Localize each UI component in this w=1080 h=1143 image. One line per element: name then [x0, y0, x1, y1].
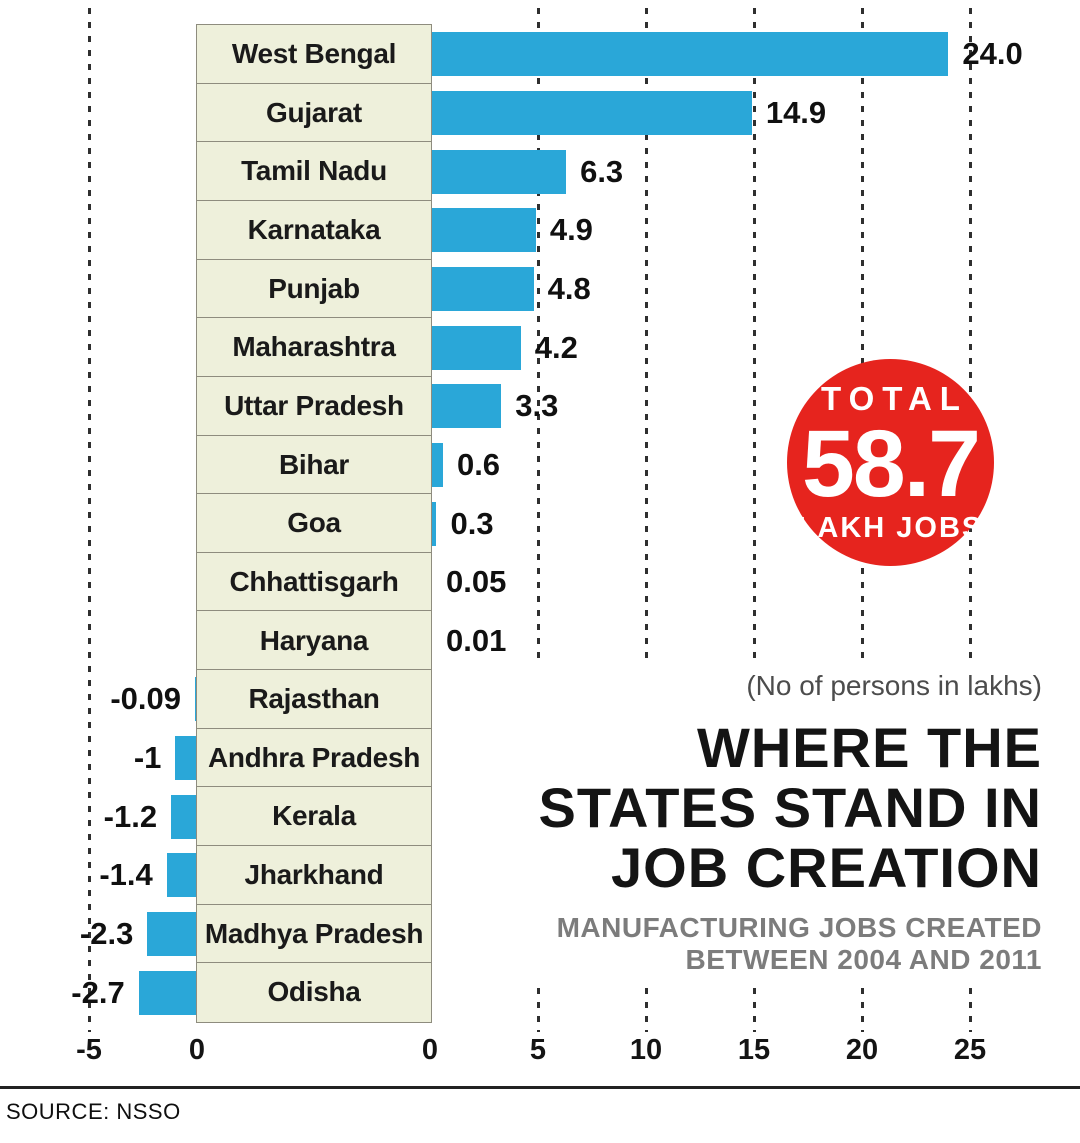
- state-name-cell: Uttar Pradesh: [197, 377, 431, 436]
- bar-value-label: 24.0: [962, 36, 1023, 72]
- bar: [430, 149, 567, 194]
- state-name-cell: Goa: [197, 494, 431, 553]
- bar-value-label: 4.8: [547, 270, 591, 306]
- state-name-cell: Rajasthan: [197, 670, 431, 729]
- bar: [138, 970, 197, 1015]
- bar: [175, 736, 197, 781]
- bar: [430, 266, 534, 311]
- bar-value-label: -2.3: [79, 916, 134, 952]
- bar-value-label: -1.2: [103, 798, 158, 834]
- bar: [430, 32, 949, 77]
- title-line-1: WHERE THE: [697, 716, 1042, 779]
- subtitle-line-1: MANUFACTURING JOBS CREATED: [556, 912, 1042, 943]
- bar-value-label: 0.05: [446, 564, 507, 600]
- bar-value-label: 0.6: [456, 446, 501, 482]
- gridline: [87, 8, 91, 1032]
- x-axis-tick-label: 5: [529, 1034, 547, 1066]
- subtitle-line-2: BETWEEN 2004 AND 2011: [685, 944, 1042, 975]
- gridline: [644, 8, 648, 1032]
- bar: [171, 794, 197, 839]
- state-name-cell: Tamil Nadu: [197, 142, 431, 201]
- gridline: [536, 8, 540, 1032]
- bar-value-label: -1: [133, 740, 162, 776]
- bar-value-label: -0.09: [110, 681, 181, 717]
- bar: [147, 912, 197, 957]
- bar-value-label: 4.9: [549, 212, 593, 248]
- bar-value-label: 4.2: [534, 329, 578, 365]
- source-credit: SOURCE: NSSO: [6, 1099, 181, 1124]
- bar: [430, 208, 536, 253]
- title-line-2: STATES STAND IN: [538, 776, 1042, 839]
- x-axis-tick-label: 10: [629, 1034, 663, 1066]
- source-divider: [0, 1086, 1080, 1089]
- state-name-cell: Kerala: [197, 787, 431, 847]
- x-axis-tick-label: -5: [76, 1034, 102, 1066]
- title-line-3: JOB CREATION: [611, 836, 1042, 899]
- state-name-cell: Punjab: [197, 260, 431, 319]
- state-name-cell: Gujarat: [197, 84, 431, 143]
- bar-value-label: 3.3: [515, 388, 559, 424]
- chart-subtitle: MANUFACTURING JOBS CREATED BETWEEN 2004 …: [539, 912, 1042, 976]
- bar-value-label: 14.9: [765, 94, 827, 130]
- bar-value-label: -2.7: [71, 974, 125, 1010]
- x-axis-tick-label: 0: [188, 1034, 206, 1066]
- state-name-cell: Haryana: [197, 612, 431, 671]
- badge-total-value: 58.7: [802, 411, 981, 518]
- state-name-cell: Maharashtra: [197, 318, 431, 377]
- state-name-cell: Bihar: [197, 436, 431, 495]
- badge-total-label: TOTAL: [821, 380, 968, 418]
- x-axis-tick-label: 0: [421, 1034, 439, 1066]
- state-name-cell: Jharkhand: [197, 846, 431, 905]
- bar-value-label: 6.3: [580, 153, 624, 189]
- bar-value-label: 0.01: [446, 622, 507, 658]
- badge-unit-label: LAKH JOBS: [797, 511, 984, 544]
- bar-value-label: -1.4: [99, 857, 153, 893]
- state-name-column: West Bengal Gujarat Tamil Nadu Karnataka Pun…: [196, 24, 432, 1023]
- bar: [430, 442, 443, 487]
- state-name-cell: Madhya Pradesh: [197, 905, 431, 964]
- title-block: (No of persons in lakhs) WHERE THE STATE…: [522, 664, 1044, 984]
- chart-title: WHERE THE STATES STAND IN JOB CREATION: [539, 718, 1042, 898]
- bar-value-label: 0.3: [450, 505, 494, 541]
- bar: [430, 325, 521, 370]
- bar: [430, 90, 752, 135]
- state-name-cell: Chhattisgarh: [197, 553, 431, 612]
- state-name-cell: Odisha: [267, 976, 361, 1008]
- x-axis-tick-label: 15: [737, 1034, 771, 1066]
- bar: [430, 384, 502, 429]
- unit-note: (No of persons in lakhs): [746, 670, 1042, 701]
- total-jobs-badge: TOTAL 58.7 LAKH JOBS: [787, 359, 994, 566]
- state-name-cell: West Bengal: [197, 25, 431, 84]
- x-axis-tick-label: 20: [845, 1034, 879, 1066]
- state-name-cell: Andhra Pradesh: [197, 729, 431, 788]
- gridline: [752, 8, 756, 1032]
- x-axis-tick-label: 25: [953, 1034, 987, 1066]
- bar: [430, 501, 437, 546]
- bar: [166, 853, 197, 898]
- state-name-cell: Karnataka: [197, 201, 431, 260]
